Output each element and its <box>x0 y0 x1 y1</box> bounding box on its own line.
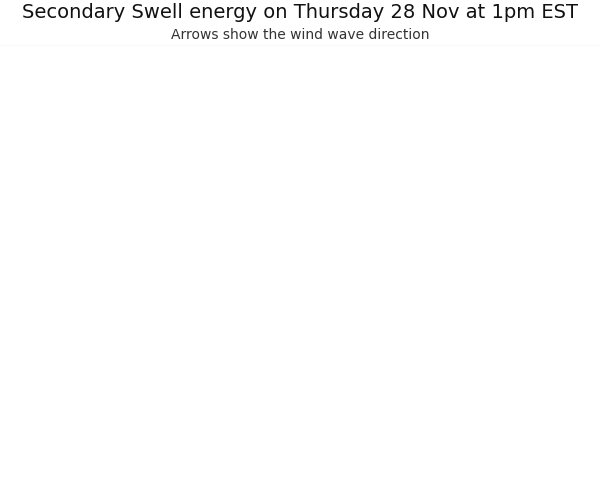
Text: Arrows show the wind wave direction: Arrows show the wind wave direction <box>171 28 430 42</box>
Text: Secondary Swell energy on Thursday 28 Nov at 1pm EST: Secondary Swell energy on Thursday 28 No… <box>22 3 579 22</box>
